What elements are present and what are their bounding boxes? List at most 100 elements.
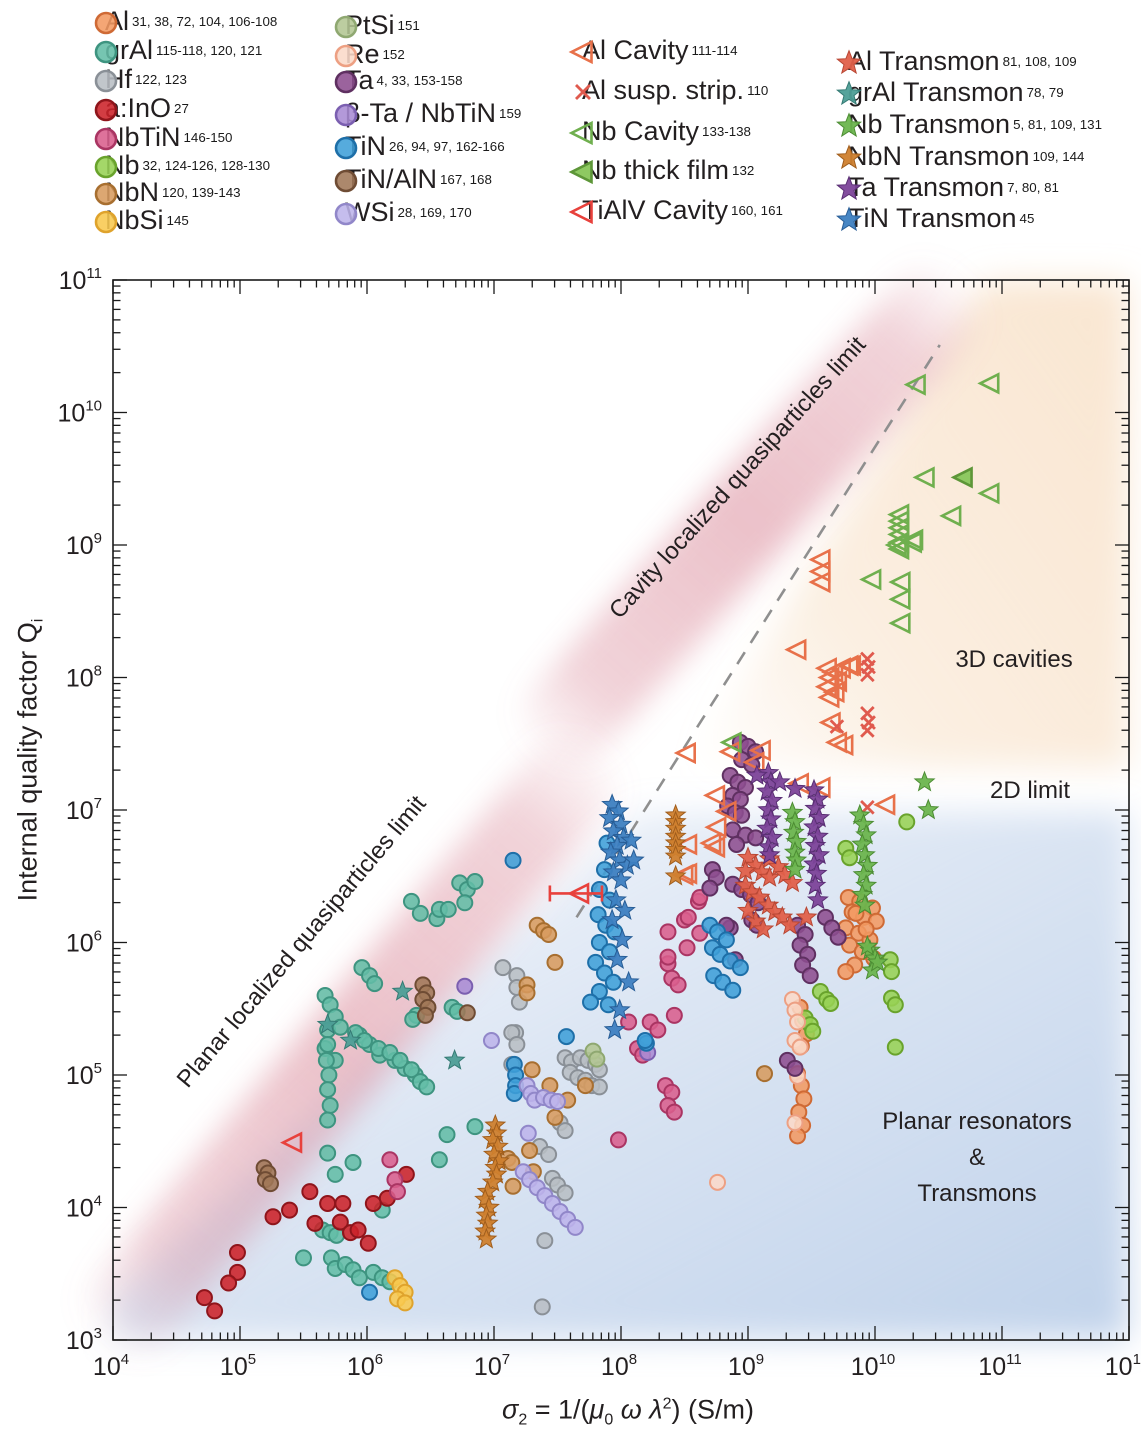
- axis-label-part: μ: [589, 1394, 605, 1425]
- y-tick-10e7: 107: [66, 795, 102, 825]
- legend-item-nb-thick-film: Nb thick film 132: [568, 155, 755, 185]
- legend-item-ta: Ta 4, 33, 153-158: [331, 67, 463, 94]
- x-tick-10e4: 104: [93, 1351, 129, 1381]
- legend-refs: 32, 124-126, 128-130: [142, 158, 270, 173]
- legend-refs: 45: [1019, 211, 1035, 226]
- axis-label-part: 2: [662, 1395, 672, 1413]
- legend-item-tialv-cavity: TiAlV Cavity 160, 161: [568, 195, 783, 225]
- x-tick-10e7: 107: [474, 1351, 510, 1381]
- axis-label-part: Internal quality factor Q: [12, 622, 43, 902]
- legend-refs: 120, 139-143: [162, 185, 241, 200]
- legend-label: Al Cavity: [582, 35, 689, 65]
- legend-refs: 31, 38, 72, 104, 106-108: [132, 14, 278, 29]
- legend-item-gral: grAl 115-118, 120, 121: [91, 37, 262, 64]
- legend-refs: 122, 123: [135, 72, 187, 87]
- tin-transmon-marker-icon: [835, 206, 863, 232]
- legend-item-hf: Hf 122, 123: [91, 66, 187, 93]
- al-marker-icon: [94, 11, 118, 35]
- nbn-marker-icon: [94, 182, 118, 206]
- hf-marker-icon: [94, 69, 118, 93]
- series-nbsi: [386, 1269, 414, 1312]
- series-nbtin: [381, 888, 709, 1201]
- gral-transmon-marker-icon: [835, 80, 863, 106]
- legend-item-tin-transmon: TiN Transmon 45: [834, 205, 1034, 232]
- al-transmon-marker-icon: [835, 49, 863, 75]
- x-tick-10e8: 108: [601, 1351, 637, 1381]
- legend-item-tin: TiN 26, 94, 97, 162-166: [331, 133, 505, 160]
- legend-label: Al Transmon: [848, 46, 1000, 76]
- legend-label: NbTiN: [105, 122, 181, 152]
- legend-refs: 78, 79: [1026, 85, 1064, 100]
- series-nb: [796, 813, 916, 1056]
- axes: 1041051061071081091010101110121031041051…: [58, 265, 1141, 1381]
- legend-refs: 152: [382, 47, 405, 62]
- nb-marker-icon: [94, 155, 118, 179]
- -ta-nbtin-marker-icon: [334, 103, 358, 127]
- region-2d-limit-label: 2D limit: [989, 777, 1071, 804]
- tin-marker-icon: [334, 136, 358, 160]
- legend-label: Nb thick film: [582, 155, 730, 185]
- series-tin-transmon: [598, 793, 645, 1040]
- legend-label: TiN Transmon: [848, 203, 1017, 233]
- region-3d-cavities-label: 3D cavities: [955, 646, 1073, 673]
- axis-label-part: λ: [641, 1394, 663, 1425]
- tin-aln-marker-icon: [334, 169, 358, 193]
- legend-item-nbn: NbN 120, 139-143: [91, 179, 241, 206]
- series-nb-cavity: [719, 372, 1000, 754]
- y-axis-label: Internal quality factor Qi: [12, 619, 47, 902]
- legend-item-al-transmon: Al Transmon 81, 108, 109: [834, 48, 1077, 75]
- legend-refs: 160, 161: [731, 203, 783, 218]
- wsi-marker-icon: [334, 202, 358, 226]
- x-axis-label: σ2 = 1/(μ0 ω λ2) (S/m): [502, 1394, 754, 1429]
- axis-label-part: 0: [604, 1411, 614, 1429]
- legend-refs: 28, 169, 170: [397, 205, 472, 220]
- cavity-quasiparticle-band: [521, 266, 979, 766]
- legend-item-al-cavity: Al Cavity 111-114: [568, 35, 738, 65]
- nbn-transmon-marker-icon: [835, 144, 863, 170]
- legend-refs: 4, 33, 153-158: [376, 73, 463, 88]
- legend-item-nb: Nb 32, 124-126, 128-130: [91, 152, 270, 179]
- ptsi-marker-icon: [334, 15, 358, 39]
- nbsi-marker-icon: [94, 210, 118, 234]
- x-tick-10e9: 109: [728, 1351, 764, 1381]
- legend-refs: 110: [747, 83, 769, 98]
- legend-refs: 145: [166, 213, 189, 228]
- re-marker-icon: [334, 44, 358, 68]
- axis-label-part: 2: [518, 1411, 528, 1429]
- nb-thick-film-marker-icon: [568, 159, 593, 185]
- y-tick-10e6: 106: [66, 928, 102, 958]
- series-nbn-transmon: [474, 803, 687, 1249]
- series-tin-aln: [255, 976, 476, 1193]
- series-ta-transmon: [745, 761, 831, 910]
- x-tick-10e11: 1011: [978, 1351, 1021, 1381]
- y-tick-10e8: 108: [66, 663, 102, 693]
- legend-refs: 5, 81, 109, 131: [1013, 117, 1103, 132]
- region-planar-resonators-label-line1: Planar resonators: [882, 1108, 1072, 1135]
- series-nb-thick-film: [950, 466, 973, 489]
- legend-item-ta-transmon: Ta Transmon 7, 80, 81: [834, 174, 1059, 201]
- axis-label-part: i: [29, 618, 47, 623]
- legend-refs: 27: [174, 101, 189, 116]
- legend-item-wsi: WSi 28, 169, 170: [331, 199, 472, 226]
- legend-refs: 26, 94, 97, 162-166: [389, 139, 505, 154]
- y-tick-10e10: 1010: [58, 398, 103, 428]
- legend-label: Al susp. strip.: [582, 75, 745, 105]
- legend-item-nbn-transmon: NbN Transmon 109, 144: [834, 143, 1084, 170]
- legend-refs: 133-138: [702, 124, 751, 139]
- gral-marker-icon: [94, 40, 118, 64]
- legend-item--ta-nbtin: β-Ta / NbTiN 159: [331, 100, 521, 127]
- legend-label: Nb Transmon: [848, 109, 1011, 139]
- legend-label: TiAlV Cavity: [582, 195, 729, 225]
- x-tick-10e6: 106: [347, 1351, 383, 1381]
- legend-label: Nb Cavity: [582, 116, 700, 146]
- series-hf: [494, 959, 608, 1316]
- legend-item-nb-cavity: Nb Cavity 133-138: [568, 116, 751, 146]
- region-planar-resonators-label-line3: Transmons: [917, 1180, 1037, 1207]
- legend-refs: 132: [732, 163, 755, 178]
- nbtin-marker-icon: [94, 127, 118, 151]
- legend-refs: 151: [397, 18, 420, 33]
- x-tick-10e12: 1012: [1105, 1351, 1141, 1381]
- y-tick-10e3: 103: [66, 1325, 102, 1355]
- legend-refs: 111-114: [691, 43, 738, 58]
